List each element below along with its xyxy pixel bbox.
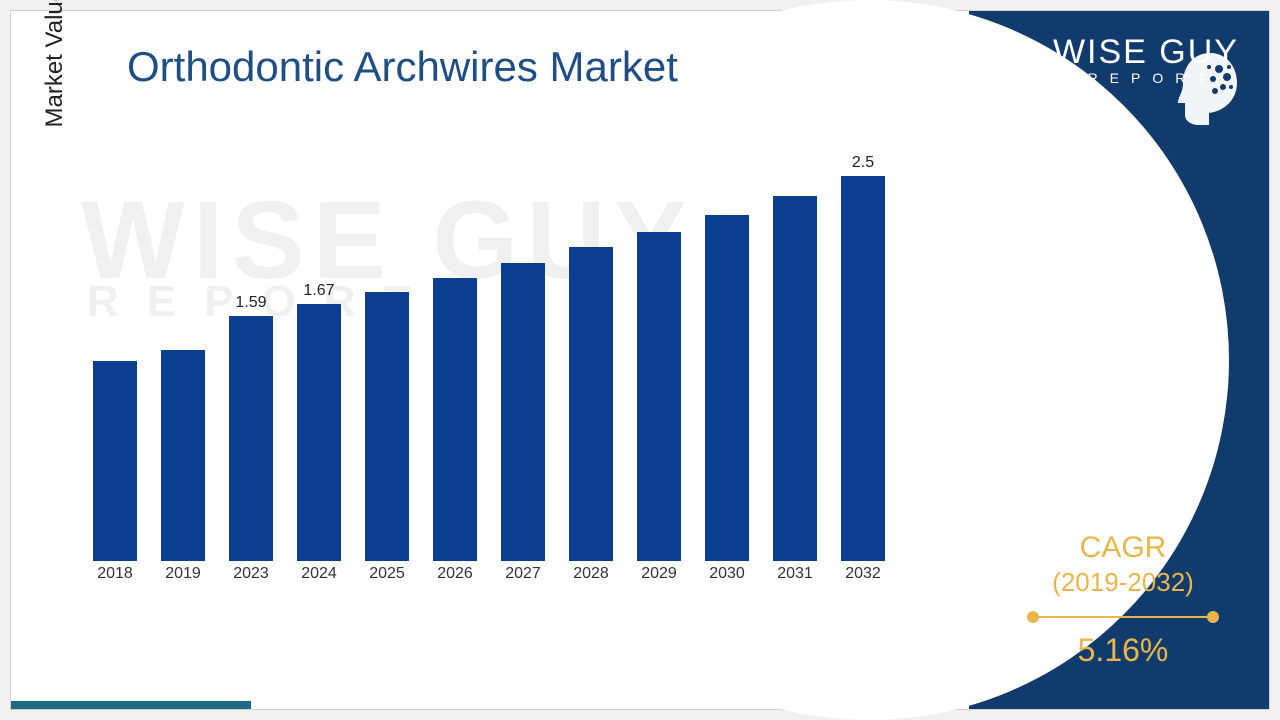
y-axis-label-wrap: Market Value in USD Billion — [41, 0, 69, 191]
chart-bar — [569, 247, 613, 561]
chart-bar — [773, 196, 817, 561]
cagr-divider — [1033, 616, 1213, 618]
x-tick-label: 2028 — [561, 565, 621, 583]
bar-chart: 1.591.672.5 2018201920232024202520262027… — [93, 161, 913, 591]
x-tick-label: 2019 — [153, 565, 213, 583]
bar-value-label: 1.59 — [221, 294, 281, 312]
x-tick-label: 2026 — [425, 565, 485, 583]
chart-bar — [297, 304, 341, 561]
x-tick-label: 2018 — [85, 565, 145, 583]
chart-bar — [637, 232, 681, 561]
x-tick-label: 2023 — [221, 565, 281, 583]
x-tick-label: 2031 — [765, 565, 825, 583]
y-axis-label: Market Value in USD Billion — [41, 0, 69, 191]
cagr-label: CAGR — [1003, 531, 1243, 565]
x-tick-label: 2024 — [289, 565, 349, 583]
x-tick-label: 2025 — [357, 565, 417, 583]
bar-value-label: 1.67 — [289, 282, 349, 300]
chart-bar — [93, 361, 137, 561]
cagr-value: 5.16% — [1003, 632, 1243, 669]
cagr-box: CAGR (2019-2032) 5.16% — [1003, 531, 1243, 669]
chart-bar — [705, 215, 749, 561]
x-axis-labels: 2018201920232024202520262027202820292030… — [93, 565, 913, 589]
x-tick-label: 2027 — [493, 565, 553, 583]
x-tick-label: 2029 — [629, 565, 689, 583]
brand-logo: WISE GUY REPORTS — [1053, 33, 1239, 86]
chart-title: Orthodontic Archwires Market — [127, 43, 678, 91]
chart-bar — [433, 278, 477, 561]
cagr-years: (2019-2032) — [1003, 567, 1243, 598]
chart-plot-area: 1.591.672.5 — [93, 161, 913, 561]
chart-bar — [841, 176, 885, 561]
chart-bar — [161, 350, 205, 561]
brand-head-icon — [1175, 49, 1245, 127]
x-tick-label: 2030 — [697, 565, 757, 583]
bar-value-label: 2.5 — [833, 154, 893, 172]
x-tick-label: 2032 — [833, 565, 893, 583]
chart-bar — [229, 316, 273, 561]
chart-frame: WISE GUY REPORTS WISE GUY REPORTS Orthod… — [10, 10, 1270, 710]
bottom-accent-rule — [11, 701, 251, 709]
chart-bar — [365, 292, 409, 561]
chart-bar — [501, 263, 545, 561]
